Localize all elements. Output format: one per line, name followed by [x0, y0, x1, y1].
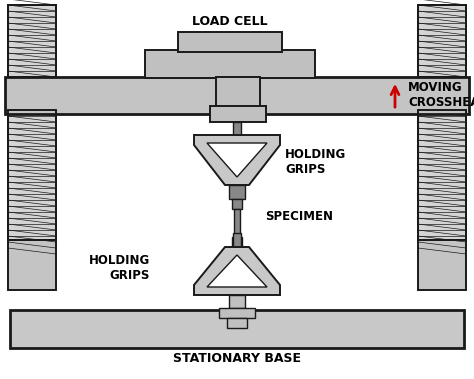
Bar [219, 308, 255, 318]
Polygon shape [207, 255, 267, 287]
Bar [8, 110, 56, 240]
Bar [8, 77, 56, 110]
Bar [210, 106, 266, 122]
Bar [418, 5, 466, 77]
Bar [8, 240, 56, 290]
Bar [234, 209, 240, 237]
Bar [418, 5, 466, 77]
Polygon shape [194, 247, 280, 295]
Bar [233, 233, 241, 247]
Polygon shape [194, 135, 280, 185]
Bar [418, 110, 466, 240]
Polygon shape [207, 143, 267, 177]
Bar [178, 32, 282, 52]
Bar [418, 240, 466, 290]
Bar [233, 122, 241, 138]
Text: LOAD CELL: LOAD CELL [192, 15, 268, 28]
Text: HOLDING
GRIPS: HOLDING GRIPS [89, 254, 150, 282]
Bar [145, 50, 315, 78]
Text: HOLDING
GRIPS: HOLDING GRIPS [285, 148, 346, 176]
Bar [229, 295, 245, 308]
Bar [232, 237, 242, 247]
Text: SPECIMEN: SPECIMEN [265, 210, 333, 222]
Bar [418, 77, 466, 110]
Bar [229, 185, 245, 199]
Bar [8, 5, 56, 77]
Bar [418, 110, 466, 240]
Text: MOVING
CROSSHEAD: MOVING CROSSHEAD [408, 81, 474, 109]
Bar [227, 318, 247, 328]
Bar [8, 110, 56, 240]
Bar [5, 77, 469, 114]
Text: STATIONARY BASE: STATIONARY BASE [173, 351, 301, 365]
Bar [10, 310, 464, 348]
Bar [232, 199, 242, 209]
Bar [8, 5, 56, 77]
Bar [216, 77, 260, 107]
